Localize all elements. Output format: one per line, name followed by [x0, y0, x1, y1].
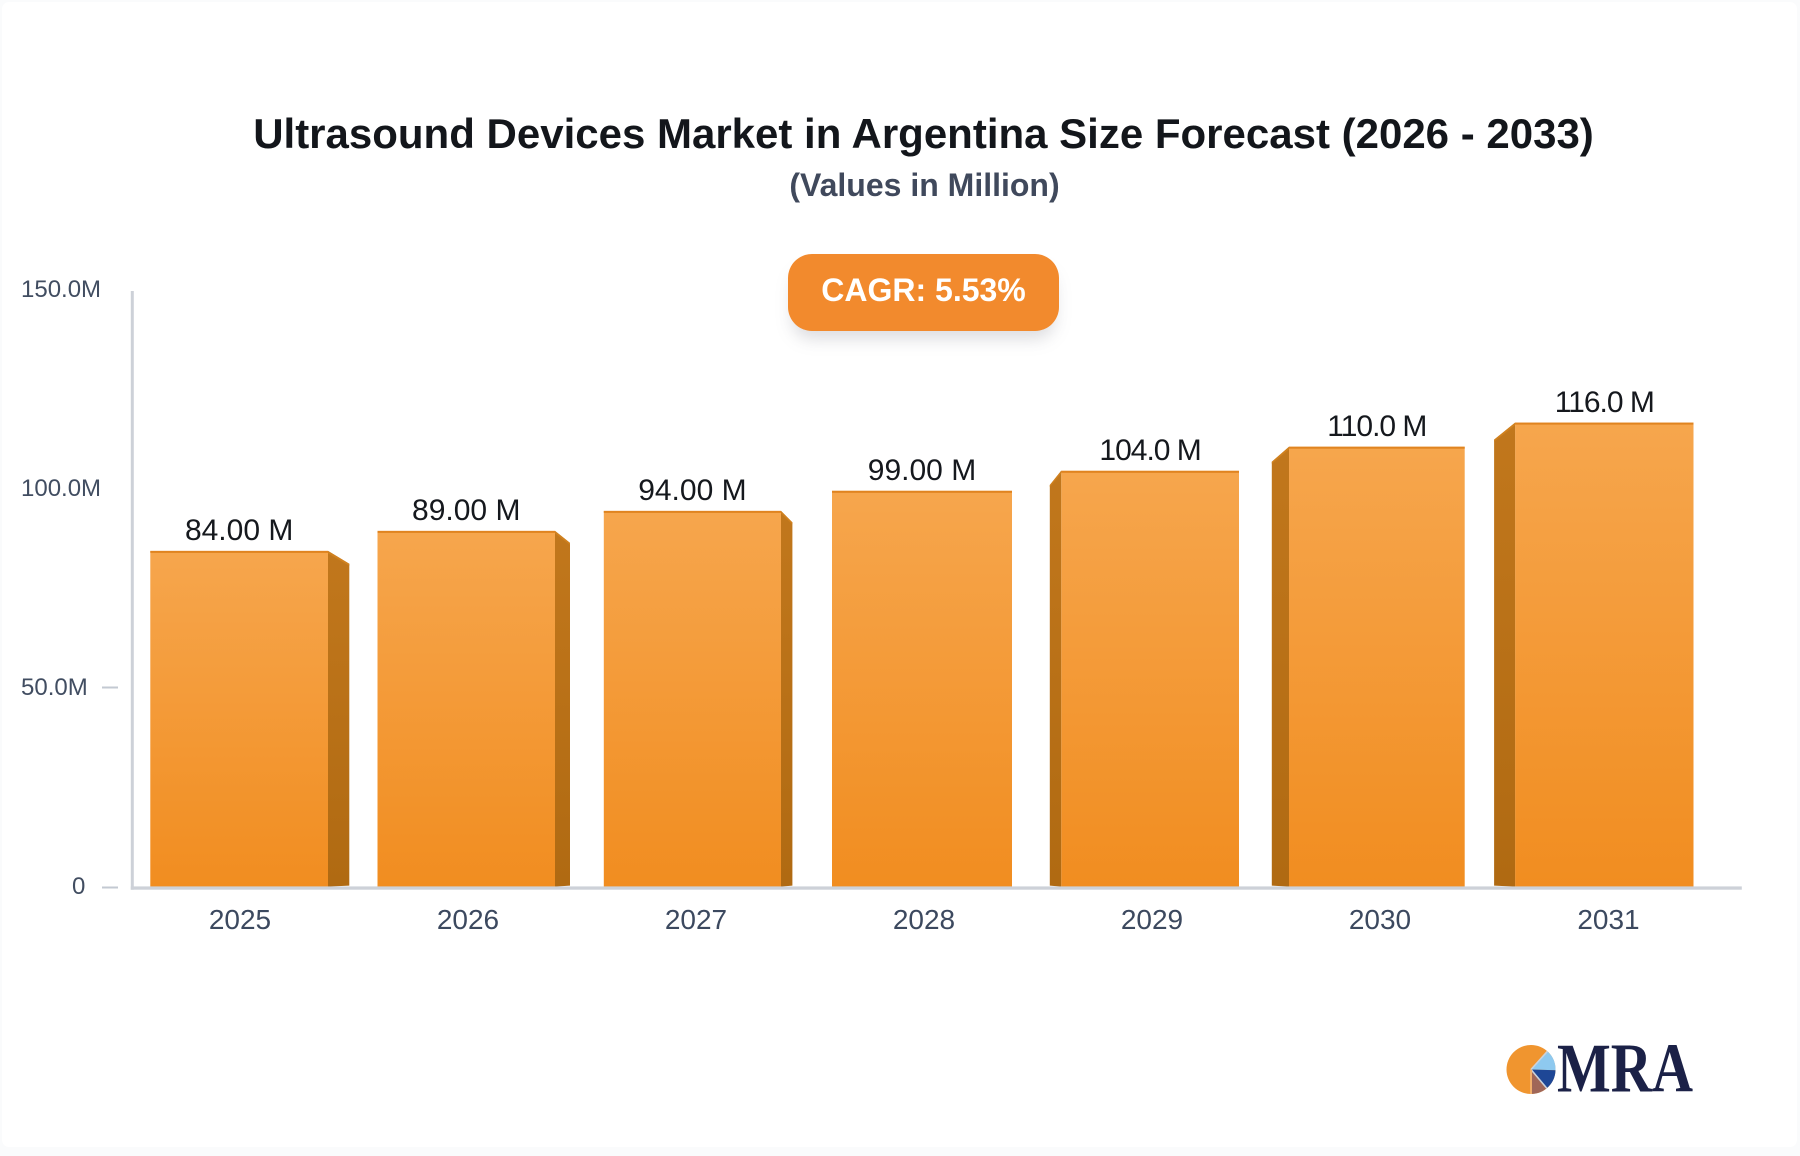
svg-text:MRA: MRA — [1557, 1033, 1693, 1107]
